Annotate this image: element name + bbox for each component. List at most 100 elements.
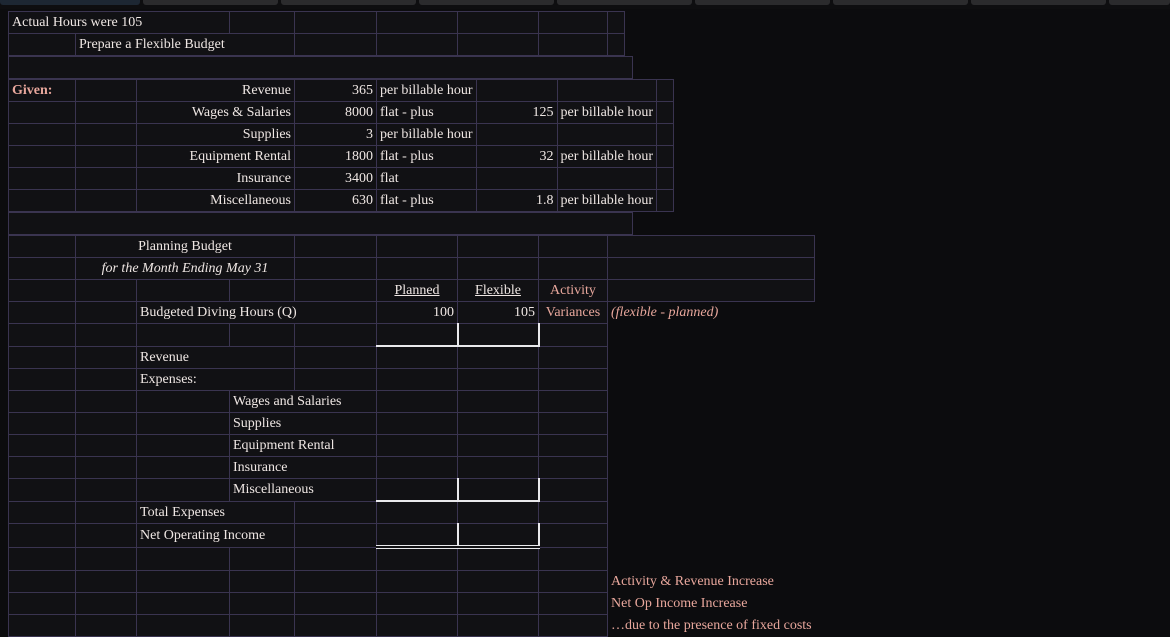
line-label-total-expenses[interactable]: Total Expenses xyxy=(136,500,295,524)
cell-g16[interactable] xyxy=(457,368,539,391)
table-row[interactable] xyxy=(8,546,815,571)
input-supplies-planned[interactable] xyxy=(376,412,458,435)
table-row[interactable]: Budgeted Diving Hours (Q) 100 105 Varian… xyxy=(8,301,815,324)
given-rate-basis-3[interactable]: per billable hour xyxy=(556,145,658,168)
given-block[interactable]: Given: Revenue 365 per billable hour Wag… xyxy=(8,79,675,212)
col-header-planned[interactable]: Planned xyxy=(376,279,458,302)
cell-b20[interactable] xyxy=(75,456,137,479)
cell-b25[interactable] xyxy=(75,570,137,593)
cell-a18[interactable] xyxy=(8,412,76,435)
given-basis-2[interactable]: per billable hour xyxy=(376,123,477,146)
cell-b22[interactable] xyxy=(75,500,137,524)
table-row[interactable]: Total Expenses xyxy=(8,500,815,524)
browser-tab-9[interactable] xyxy=(1109,0,1170,5)
table-row[interactable] xyxy=(8,323,815,347)
table-row[interactable]: Insurance xyxy=(8,456,815,479)
cell-i6[interactable] xyxy=(656,145,675,168)
actual-hours-cell[interactable]: Actual Hours were 105 xyxy=(8,11,230,34)
budget-subtitle[interactable]: for the Month Ending May 31 xyxy=(75,257,295,280)
note-marker-2[interactable] xyxy=(538,614,608,637)
cell-d24[interactable] xyxy=(229,546,295,571)
cell-a10[interactable] xyxy=(8,235,76,258)
table-row[interactable]: Miscellaneous 630 flat - plus 1.8 per bi… xyxy=(8,189,675,212)
cell-a20[interactable] xyxy=(8,456,76,479)
col-header-activity[interactable]: Activity xyxy=(538,279,608,302)
cell-i10[interactable] xyxy=(606,235,816,258)
browser-tab-8[interactable] xyxy=(971,0,1106,5)
cell-h24[interactable] xyxy=(538,546,608,571)
cell-b17[interactable] xyxy=(75,390,137,413)
input-equipment-flexible[interactable] xyxy=(457,434,539,457)
given-item-3[interactable]: Equipment Rental xyxy=(136,145,295,168)
line-label-net-operating-income[interactable]: Net Operating Income xyxy=(136,523,295,548)
cell-e15[interactable] xyxy=(294,345,377,369)
quantity-flexible[interactable]: 105 xyxy=(457,301,539,324)
budget-title[interactable]: Planning Budget xyxy=(75,235,295,258)
cell-a16[interactable] xyxy=(8,368,76,391)
given-rate-3[interactable]: 32 xyxy=(475,145,558,168)
given-basis-1[interactable]: flat - plus xyxy=(376,101,477,124)
cell-d27[interactable] xyxy=(229,614,295,637)
cell-b24[interactable] xyxy=(75,546,137,571)
cell-b14[interactable] xyxy=(75,323,137,347)
table-row[interactable]: Wages and Salaries xyxy=(8,390,815,413)
given-item-5[interactable]: Miscellaneous xyxy=(136,189,295,212)
cell-e24[interactable] xyxy=(294,546,377,571)
cell-f24[interactable] xyxy=(376,546,458,571)
cell-c17[interactable] xyxy=(136,390,230,413)
cell-e26[interactable] xyxy=(294,592,377,615)
cell-b27[interactable] xyxy=(75,614,137,637)
cell-a2[interactable] xyxy=(8,33,76,56)
cell-f26[interactable] xyxy=(376,592,458,615)
cell-a14[interactable] xyxy=(8,323,76,347)
cell-a19[interactable] xyxy=(8,434,76,457)
cell-f11[interactable] xyxy=(376,257,458,280)
input-misc-variance[interactable] xyxy=(538,478,608,502)
cell-d14[interactable] xyxy=(229,323,295,347)
cell-b26[interactable] xyxy=(75,592,137,615)
input-supplies-variance[interactable] xyxy=(538,412,608,435)
given-amount-1[interactable]: 8000 xyxy=(294,101,377,124)
quantity-label[interactable]: Budgeted Diving Hours (Q) xyxy=(136,301,377,324)
input-insurance-flexible[interactable] xyxy=(457,456,539,479)
cell-f27[interactable] xyxy=(376,614,458,637)
input-insurance-planned[interactable] xyxy=(376,456,458,479)
given-amount-4[interactable]: 3400 xyxy=(294,167,377,190)
given-basis-4[interactable]: flat xyxy=(376,167,477,190)
cell-c14[interactable] xyxy=(136,323,230,347)
cell-f2[interactable] xyxy=(376,33,458,56)
cell-g2[interactable] xyxy=(457,33,539,56)
cell-b19[interactable] xyxy=(75,434,137,457)
input-equipment-planned[interactable] xyxy=(376,434,458,457)
table-row[interactable]: Expenses: xyxy=(8,368,815,391)
cell-b18[interactable] xyxy=(75,412,137,435)
given-amount-0[interactable]: 365 xyxy=(294,79,377,102)
table-row[interactable]: Actual Hours were 105 xyxy=(8,11,625,34)
given-rate-basis-4[interactable] xyxy=(556,167,658,190)
browser-tab-2[interactable] xyxy=(143,0,278,5)
cell-e23[interactable] xyxy=(294,523,377,548)
input-supplies-flexible[interactable] xyxy=(457,412,539,435)
cell-b8[interactable] xyxy=(75,189,137,212)
browser-tab-4[interactable] xyxy=(419,0,554,5)
given-rate-basis-0[interactable] xyxy=(556,79,658,102)
cell-g24[interactable] xyxy=(457,546,539,571)
cell-c12[interactable] xyxy=(136,279,230,302)
cell-d26[interactable] xyxy=(229,592,295,615)
table-row[interactable]: Activity & Revenue Increase xyxy=(8,570,815,593)
cell-e1[interactable] xyxy=(294,11,377,34)
cell-b7[interactable] xyxy=(75,167,137,190)
cell-i11[interactable] xyxy=(606,257,816,280)
cell-c25[interactable] xyxy=(136,570,230,593)
cell-a27[interactable] xyxy=(8,614,76,637)
cell-c24[interactable] xyxy=(136,546,230,571)
table-row[interactable]: Prepare a Flexible Budget xyxy=(8,33,625,56)
line-label-revenue[interactable]: Revenue xyxy=(136,345,295,369)
cell-b3[interactable] xyxy=(75,79,137,102)
cell-h10[interactable] xyxy=(538,235,608,258)
cell-i12[interactable] xyxy=(606,279,816,302)
table-row[interactable]: Insurance 3400 flat xyxy=(8,167,675,190)
given-amount-2[interactable]: 3 xyxy=(294,123,377,146)
cell-i4[interactable] xyxy=(656,101,675,124)
given-rate-basis-2[interactable] xyxy=(556,123,658,146)
